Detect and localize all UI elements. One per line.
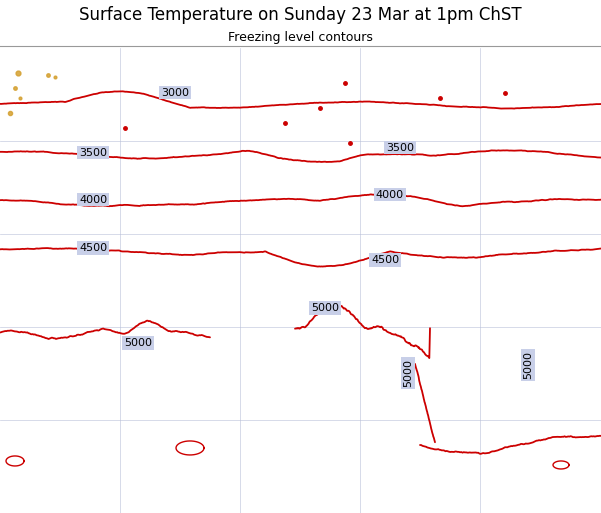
Text: 3500: 3500 (386, 143, 414, 153)
Text: 5000: 5000 (403, 359, 413, 387)
Text: 3000: 3000 (161, 88, 189, 98)
Text: 4000: 4000 (376, 190, 404, 200)
Text: 4000: 4000 (79, 195, 107, 205)
Text: 4500: 4500 (371, 255, 399, 265)
Text: 5000: 5000 (523, 351, 533, 379)
Text: 4500: 4500 (79, 243, 107, 253)
Text: 5000: 5000 (311, 303, 339, 313)
Text: 5000: 5000 (124, 338, 152, 348)
Text: Surface Temperature on Sunday 23 Mar at 1pm ChST: Surface Temperature on Sunday 23 Mar at … (79, 6, 522, 24)
Text: Freezing level contours: Freezing level contours (228, 31, 373, 44)
Text: 3500: 3500 (79, 148, 107, 158)
